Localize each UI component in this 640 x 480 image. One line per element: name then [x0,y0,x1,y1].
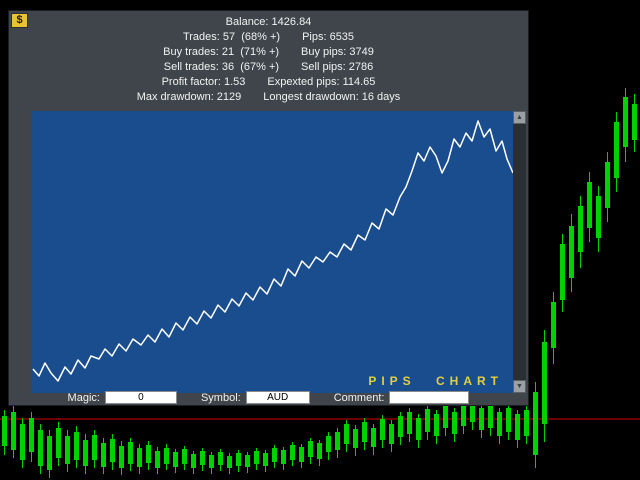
profit-factor-value: Profit factor: 1.53 [161,76,246,88]
trades-value: Trades: 57 (68% +) [182,31,281,43]
equity-chart-svg [32,120,513,382]
balance-line: Balance: 1426.84 [9,15,528,30]
symbol-group: Symbol: [201,391,310,404]
buy-trades-line: Buy trades: 21 (71% +) Buy pips: 3749 [9,45,528,60]
drawdown-line: Max drawdown: 2129 Longest drawdown: 16 … [9,90,528,105]
profit-factor-line: Profit factor: 1.53 Expexted pips: 114.6… [9,75,528,90]
expected-pips-value: Expexted pips: 114.65 [267,76,376,88]
max-drawdown-value: Max drawdown: 2129 [136,91,242,103]
sell-pips-value: Sell pips: 2786 [301,61,374,73]
comment-input[interactable] [389,391,470,404]
symbol-label: Symbol: [200,391,241,404]
comment-group: Comment: [334,391,470,404]
sell-trades-line: Sell trades: 36 (67% +) Sell pips: 2786 [9,60,528,75]
scroll-up-button[interactable]: ▲ [513,111,526,124]
panel-controls-row: Magic: Symbol: Comment: [9,391,528,404]
stats-block: Balance: 1426.84 Trades: 57 (68% +) Pips… [9,11,528,105]
comment-label: Comment: [333,391,385,404]
buy-pips-value: Buy pips: 3749 [301,46,374,58]
scroll-up-icon: ▲ [516,114,523,121]
scroll-down-button[interactable]: ▼ [513,380,526,393]
candles-layer [2,88,637,478]
equity-curve-line [32,120,513,382]
trades-line: Trades: 57 (68% +) Pips: 6535 [9,30,528,45]
ea-stats-panel: $ Balance: 1426.84 Trades: 57 (68% +) Pi… [8,10,529,406]
scroll-down-icon: ▼ [516,383,523,390]
longest-drawdown-value: Longest drawdown: 16 days [263,91,401,103]
symbol-input[interactable] [245,391,310,404]
magic-label: Magic: [67,391,100,404]
magic-group: Magic: [68,391,177,404]
sell-trades-value: Sell trades: 36 (67% +) [163,61,280,73]
balance-value: Balance: 1426.84 [225,16,312,28]
panel-scrollbar-track[interactable] [513,111,526,393]
panel-toggle-button[interactable]: $ [11,13,28,28]
pips-equity-chart: PIPS CHART [31,111,513,393]
pips-value: Pips: 6535 [302,31,355,43]
magic-input[interactable] [104,391,177,404]
dollar-icon: $ [16,14,23,26]
buy-trades-value: Buy trades: 21 (71% +) [163,46,280,58]
pips-chart-watermark: PIPS CHART [368,374,503,388]
